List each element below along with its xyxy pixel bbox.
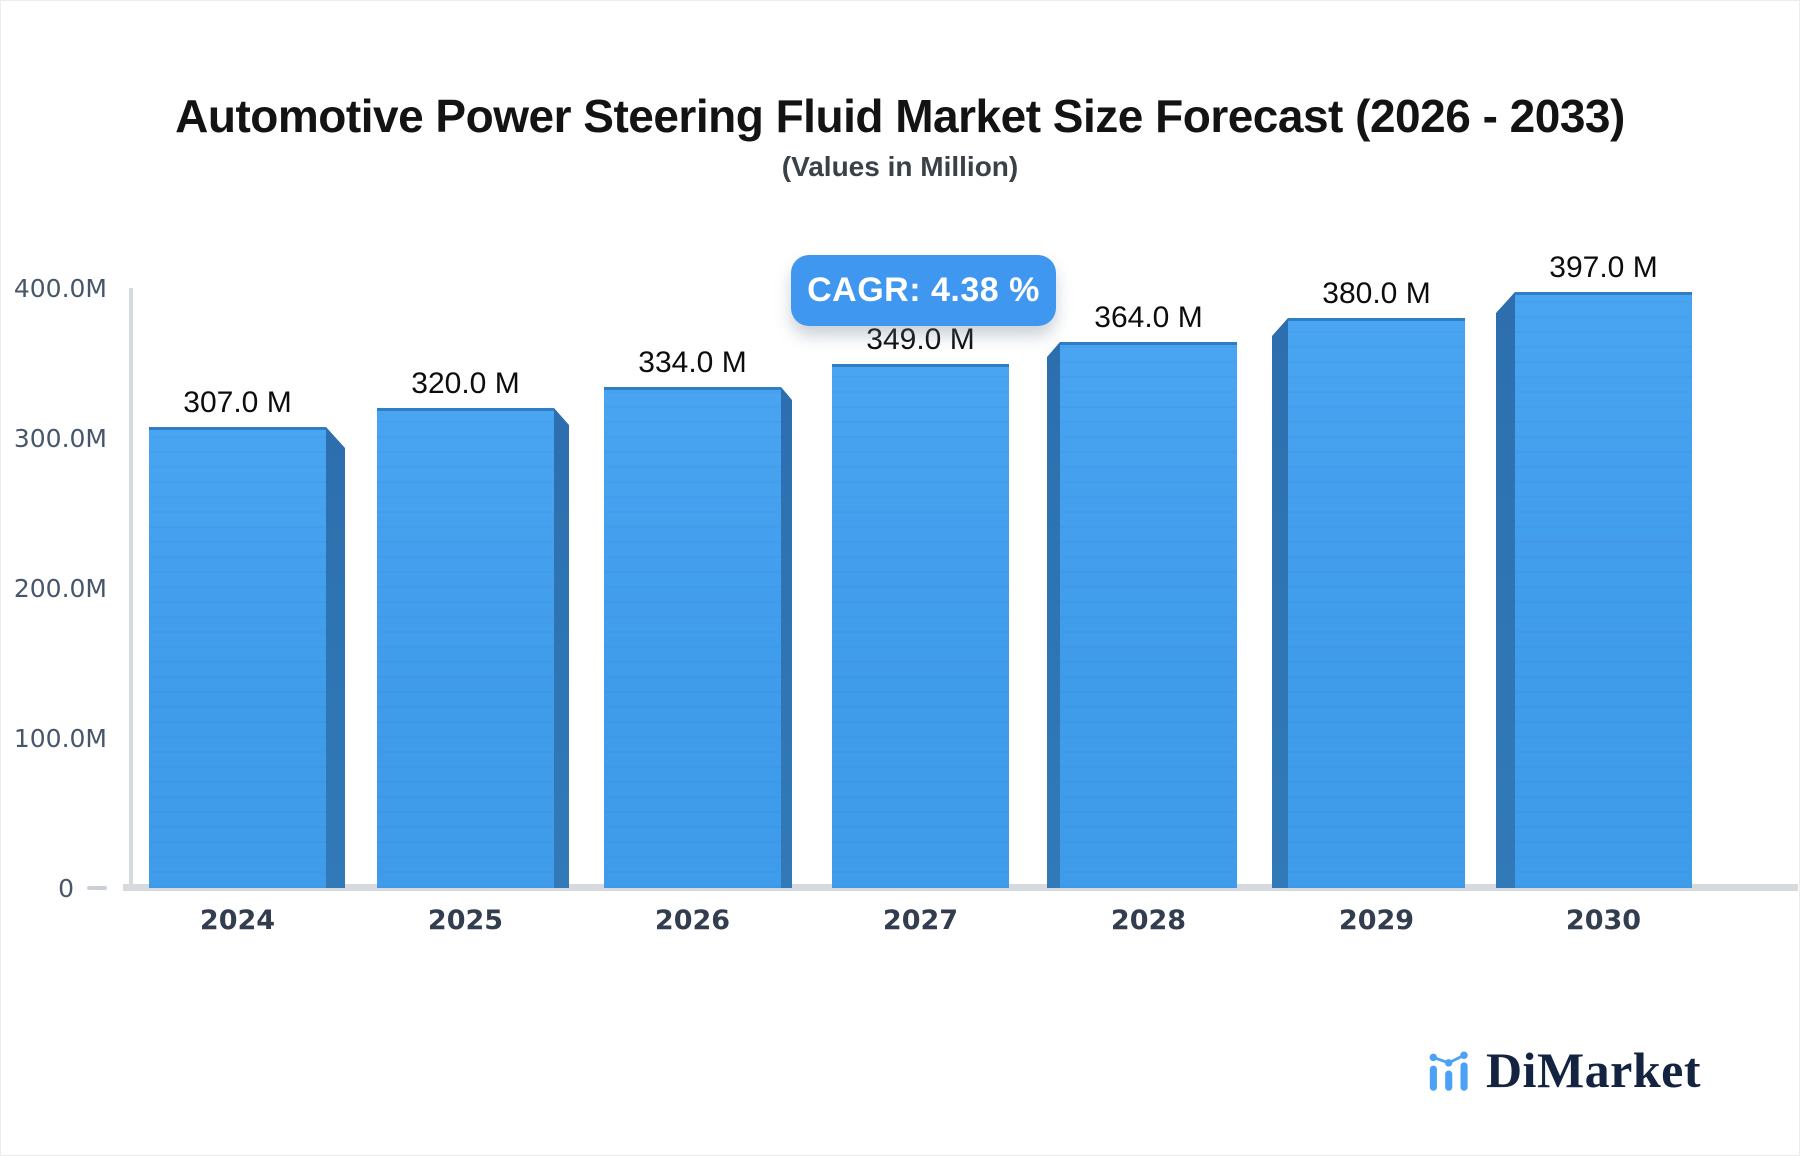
bar-side-3d bbox=[1047, 342, 1060, 888]
bar-value-label-2028: 364.0 M bbox=[1094, 301, 1203, 334]
cagr-badge: CAGR: 4.38 % bbox=[791, 255, 1056, 326]
x-axis-label-2026: 2026 bbox=[654, 905, 731, 936]
bar-value-label-2024: 307.0 M bbox=[183, 386, 292, 419]
bar-value-label-2027: 349.0 M bbox=[866, 323, 975, 356]
chart-title: Automotive Power Steering Fluid Market S… bbox=[175, 90, 1625, 142]
bar-side-3d bbox=[1496, 292, 1515, 888]
bar-2029[interactable] bbox=[1288, 318, 1465, 888]
bar-2025[interactable] bbox=[377, 408, 554, 888]
brand-name: DiMarket bbox=[1485, 1042, 1701, 1098]
y-axis-tick-label: 300.0M bbox=[13, 423, 107, 453]
x-axis-label-2027: 2027 bbox=[882, 905, 959, 936]
bar-value-label-2026: 334.0 M bbox=[638, 346, 747, 379]
bar-2028[interactable] bbox=[1060, 342, 1237, 888]
y-axis-tick-400.0M: 400.0M bbox=[1, 271, 107, 305]
y-axis-tick-label: 0 bbox=[58, 873, 74, 903]
x-axis-label-2024: 2024 bbox=[199, 905, 276, 936]
bar-value-label-2030: 397.0 M bbox=[1549, 251, 1658, 284]
bar-chart-logo-icon bbox=[1426, 1048, 1472, 1092]
x-axis-label-2029: 2029 bbox=[1338, 905, 1415, 936]
y-axis-tick-label: 100.0M bbox=[13, 723, 107, 753]
y-axis-tick-label: 200.0M bbox=[13, 573, 107, 603]
bar-2030[interactable] bbox=[1515, 292, 1692, 888]
y-axis-tick-300.0M: 300.0M bbox=[1, 421, 107, 455]
bar-value-label-2029: 380.0 M bbox=[1322, 277, 1431, 310]
bar-side-3d bbox=[1272, 318, 1288, 888]
zero-tick-mark bbox=[87, 886, 107, 890]
bar-2026[interactable] bbox=[604, 387, 781, 888]
y-axis-tick-0: 0 bbox=[1, 871, 107, 905]
y-axis-line bbox=[129, 288, 133, 885]
x-axis-label-2030: 2030 bbox=[1565, 905, 1642, 936]
bar-2024[interactable] bbox=[149, 427, 326, 888]
bar-side-3d bbox=[554, 408, 569, 888]
bar-side-3d bbox=[326, 427, 345, 888]
bar-side-3d bbox=[781, 387, 792, 888]
chart-subtitle: (Values in Million) bbox=[781, 151, 1019, 182]
y-axis-tick-label: 400.0M bbox=[13, 273, 107, 303]
bar-2027[interactable] bbox=[832, 364, 1009, 888]
y-axis-tick-200.0M: 200.0M bbox=[1, 571, 107, 605]
y-axis-tick-100.0M: 100.0M bbox=[1, 721, 107, 755]
cagr-badge-label: CAGR: 4.38 % bbox=[807, 271, 1040, 309]
bar-value-label-2025: 320.0 M bbox=[411, 367, 520, 400]
x-axis-label-2028: 2028 bbox=[1110, 905, 1187, 936]
brand-logo: DiMarket bbox=[1426, 1041, 1701, 1099]
x-axis-label-2025: 2025 bbox=[427, 905, 504, 936]
